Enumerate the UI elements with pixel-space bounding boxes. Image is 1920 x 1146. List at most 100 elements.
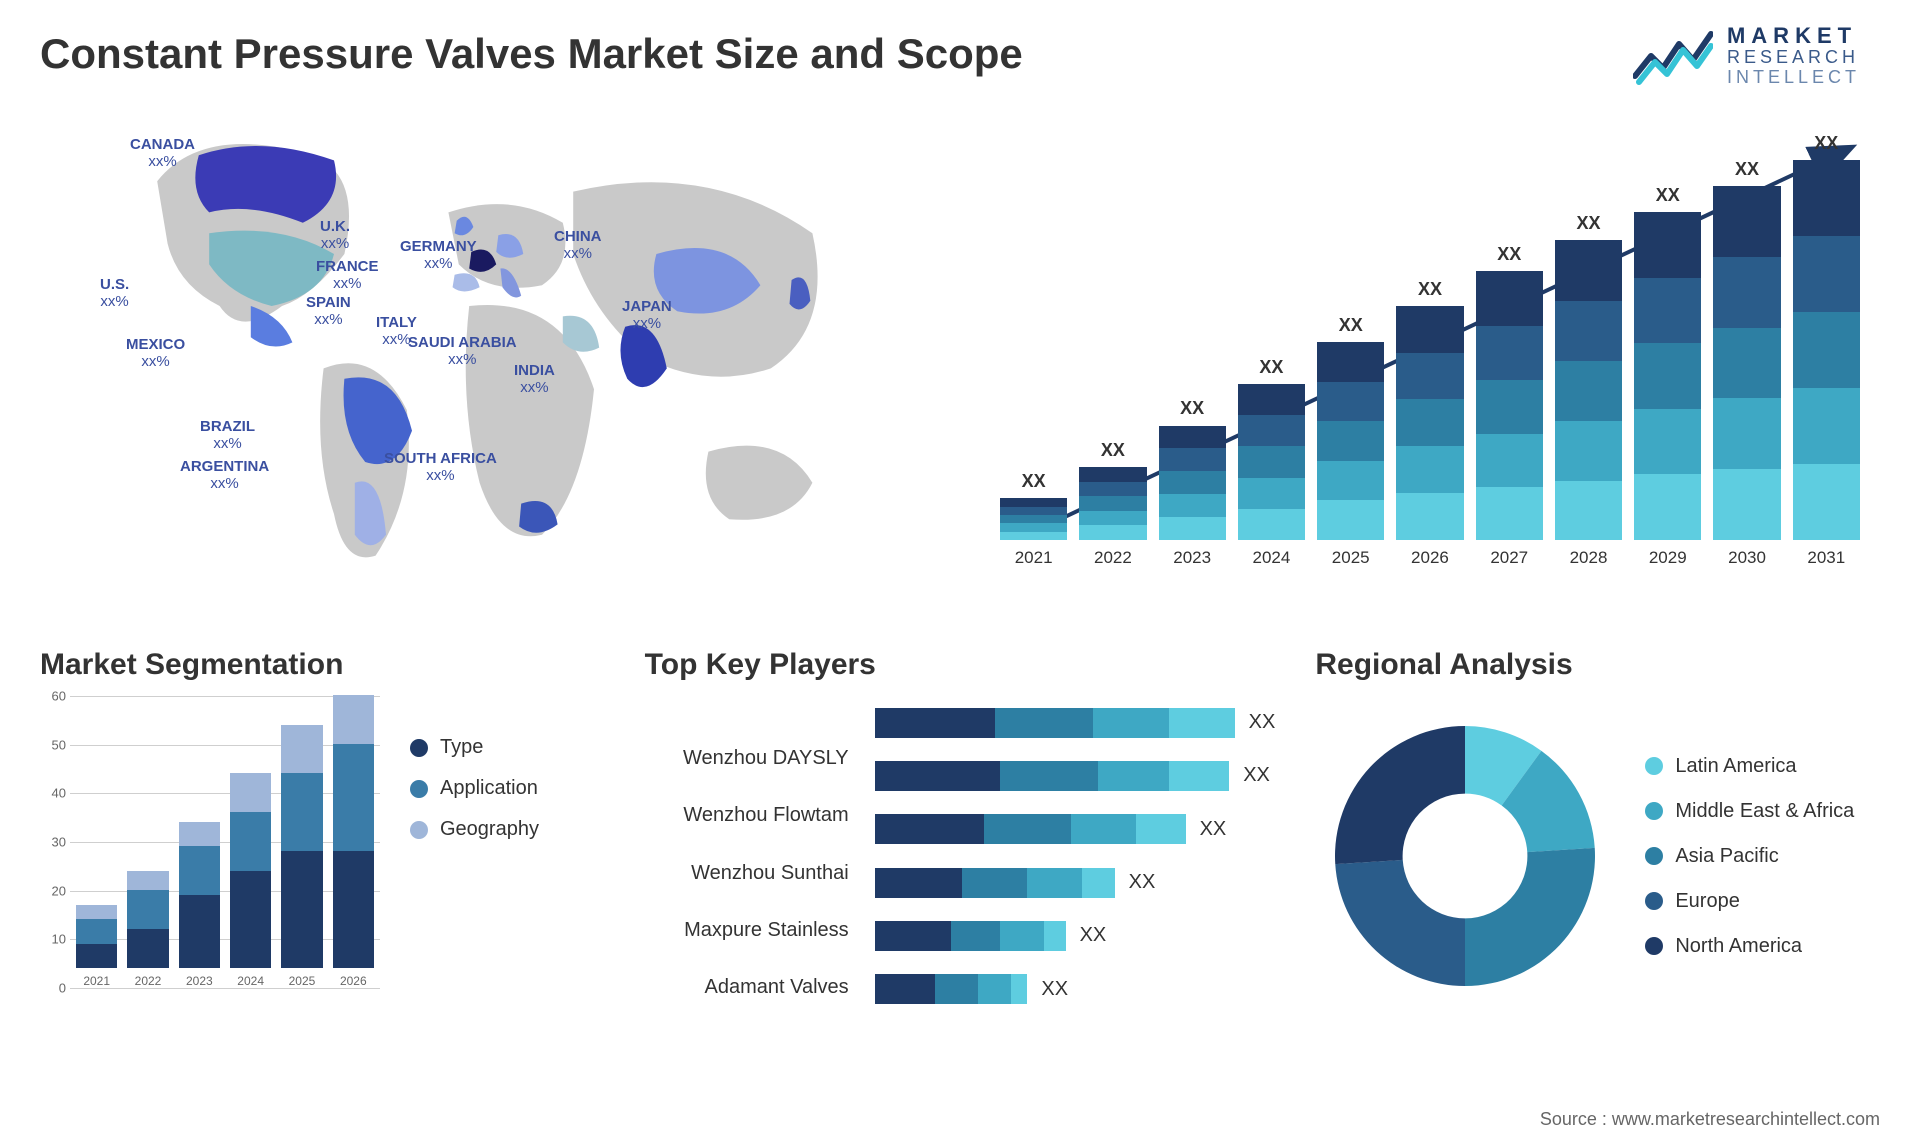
legend-item: Middle East & Africa xyxy=(1645,800,1854,823)
forecast-bar-segment xyxy=(1634,278,1701,344)
forecast-bar-value: XX xyxy=(1418,279,1442,300)
map-label: INDIAxx% xyxy=(514,362,555,397)
segmentation-year-label: 2026 xyxy=(340,974,367,988)
forecast-bar-segment xyxy=(1713,257,1780,328)
map-label-name: CHINA xyxy=(554,228,602,245)
forecast-bar-segment xyxy=(1000,498,1067,506)
legend-swatch xyxy=(410,739,428,757)
segmentation-chart: 0102030405060 202120222023202420252026 xyxy=(40,696,380,1016)
key-player-bar-segment xyxy=(875,974,935,1004)
legend-item: Application xyxy=(410,777,539,800)
legend-item: North America xyxy=(1645,935,1854,958)
key-player-value: XX xyxy=(1080,924,1107,947)
forecast-bar: XX 2025 xyxy=(1317,315,1384,568)
key-player-row: XX xyxy=(875,868,1276,898)
y-tick-label: 0 xyxy=(59,981,66,996)
map-label: BRAZILxx% xyxy=(200,418,255,453)
legend-swatch xyxy=(1645,847,1663,865)
forecast-bar-value: XX xyxy=(1656,185,1680,206)
key-player-bar-segment xyxy=(951,921,1000,951)
forecast-bar-segment xyxy=(1476,380,1543,434)
logo-text-1: MARKET xyxy=(1727,24,1860,48)
map-label-pct: xx% xyxy=(554,245,602,262)
forecast-bar-segment xyxy=(1396,446,1463,493)
forecast-bar-value: XX xyxy=(1339,315,1363,336)
key-player-bar-segment xyxy=(1169,708,1234,738)
key-player-bar-segment xyxy=(1136,814,1185,844)
key-players-bars: XXXXXXXXXXXX xyxy=(875,696,1276,1016)
forecast-bar-segment xyxy=(1555,361,1622,421)
segmentation-bar-segment xyxy=(230,871,271,968)
legend-label: Geography xyxy=(440,818,539,841)
forecast-bar-segment xyxy=(1555,240,1622,300)
donut-segment xyxy=(1465,848,1595,986)
forecast-bar-segment xyxy=(1317,382,1384,422)
forecast-bar-value: XX xyxy=(1022,471,1046,492)
legend-item: Latin America xyxy=(1645,755,1854,778)
forecast-bar-segment xyxy=(1079,482,1146,497)
key-player-bar-segment xyxy=(1027,868,1082,898)
regional-legend: Latin AmericaMiddle East & AfricaAsia Pa… xyxy=(1645,755,1854,958)
key-player-bar-segment xyxy=(1093,708,1169,738)
map-label-name: ARGENTINA xyxy=(180,458,269,475)
forecast-bar-segment xyxy=(1238,415,1305,446)
forecast-bar-segment xyxy=(1476,326,1543,380)
forecast-year-label: 2027 xyxy=(1490,548,1528,568)
map-label: CHINAxx% xyxy=(554,228,602,263)
map-label-pct: xx% xyxy=(126,353,185,370)
forecast-bar: XX2021 xyxy=(1000,471,1067,568)
y-tick-label: 10 xyxy=(52,932,66,947)
forecast-bar-segment xyxy=(1793,160,1860,236)
map-label-pct: xx% xyxy=(306,311,351,328)
legend-label: North America xyxy=(1675,935,1802,958)
y-tick-label: 20 xyxy=(52,883,66,898)
forecast-bar-value: XX xyxy=(1101,440,1125,461)
brand-logo: MARKET RESEARCH INTELLECT xyxy=(1633,24,1860,88)
key-player-row: XX xyxy=(875,814,1276,844)
regional-title: Regional Analysis xyxy=(1315,648,1880,682)
segmentation-bar-segment xyxy=(179,846,220,895)
key-player-bar-segment xyxy=(1098,761,1169,791)
key-player-bar-segment xyxy=(1082,868,1115,898)
map-label-name: ITALY xyxy=(376,314,417,331)
key-player-bar-segment xyxy=(1000,761,1098,791)
world-map-panel: CANADAxx%U.S.xx%MEXICOxx%BRAZILxx%ARGENT… xyxy=(40,98,940,618)
map-region xyxy=(563,316,599,352)
segmentation-bar-segment xyxy=(76,919,117,943)
forecast-year-label: 2025 xyxy=(1332,548,1370,568)
forecast-bar-segment xyxy=(1000,507,1067,515)
forecast-year-label: 2031 xyxy=(1807,548,1845,568)
forecast-bar-segment xyxy=(1396,306,1463,353)
forecast-bar: XX2024 xyxy=(1238,357,1305,568)
forecast-bar-segment xyxy=(1476,487,1543,540)
logo-text-3: INTELLECT xyxy=(1727,68,1860,88)
forecast-year-label: 2024 xyxy=(1253,548,1291,568)
key-player-bar-segment xyxy=(1169,761,1229,791)
forecast-year-label: 2026 xyxy=(1411,548,1449,568)
key-player-value: XX xyxy=(1249,711,1276,734)
forecast-bar-segment xyxy=(1396,493,1463,540)
key-player-value: XX xyxy=(1200,818,1227,841)
key-players-labels: Wenzhou DAYSLYWenzhou FlowtamWenzhou Sun… xyxy=(645,696,855,1016)
map-label-pct: xx% xyxy=(130,153,195,170)
forecast-bar-segment xyxy=(1317,500,1384,540)
forecast-bar-segment xyxy=(1713,328,1780,399)
map-region xyxy=(706,446,813,520)
legend-swatch xyxy=(1645,937,1663,955)
forecast-bar-segment xyxy=(1159,494,1226,517)
forecast-bar-segment xyxy=(1634,474,1701,540)
map-label: FRANCExx% xyxy=(316,258,379,293)
legend-label: Latin America xyxy=(1675,755,1796,778)
legend-item: Europe xyxy=(1645,890,1854,913)
forecast-bar: XX2030 xyxy=(1713,159,1780,568)
key-player-bar-segment xyxy=(1071,814,1136,844)
map-label-pct: xx% xyxy=(408,351,517,368)
forecast-chart-panel: XX2021XX2022XX2023XX2024XX2025XX2026XX20… xyxy=(980,98,1880,618)
key-player-bar-segment xyxy=(1011,974,1027,1004)
key-player-name: Wenzhou DAYSLY xyxy=(683,747,849,770)
key-player-row: XX xyxy=(875,708,1276,738)
legend-label: Type xyxy=(440,736,483,759)
map-label-name: JAPAN xyxy=(622,298,672,315)
map-label-name: MEXICO xyxy=(126,336,185,353)
forecast-bar-segment xyxy=(1238,509,1305,540)
